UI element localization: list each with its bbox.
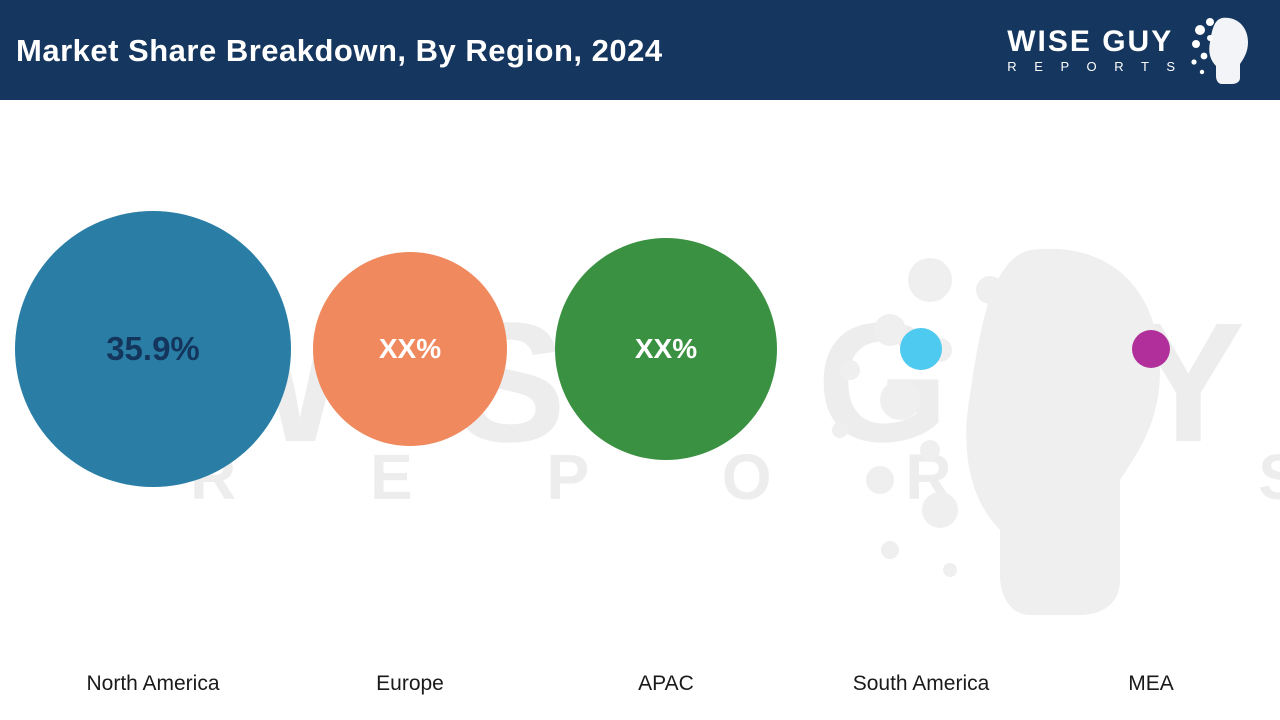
category-label-europe: Europe	[376, 672, 444, 695]
chart-area: WISE GUY R E P O R T S 35.9% X	[0, 100, 1280, 720]
bubble-value-north-america: 35.9%	[106, 330, 200, 367]
bubble-south-america	[900, 328, 942, 370]
bubble-europe: XX%	[313, 252, 507, 446]
brand-logo: WISE GUY R E P O R T S	[1007, 12, 1252, 88]
brand-subtitle: R E P O R T S	[1007, 59, 1182, 75]
bubble-value-apac: XX%	[634, 333, 698, 364]
watermark-text-line2: R E P O R T S	[190, 441, 1280, 513]
header-bar: Market Share Breakdown, By Region, 2024 …	[0, 0, 1280, 100]
category-label-apac: APAC	[638, 672, 694, 695]
brand-head-icon	[1191, 17, 1248, 84]
brand-name: WISE GUY	[1007, 24, 1174, 58]
bubble-mea	[1132, 330, 1170, 368]
watermark-head-icon	[832, 248, 1160, 616]
bubble-north-america: 35.9%	[15, 211, 291, 487]
category-label-mea: MEA	[1128, 672, 1174, 695]
category-label-south-america: South America	[852, 672, 990, 695]
page-title: Market Share Breakdown, By Region, 2024	[16, 33, 663, 68]
category-label-north-america: North America	[86, 672, 220, 695]
brand-wordmark: WISE GUY R E P O R T S	[1007, 26, 1182, 75]
bubble-value-europe: XX%	[378, 333, 442, 364]
bubble-apac: XX%	[555, 238, 777, 460]
